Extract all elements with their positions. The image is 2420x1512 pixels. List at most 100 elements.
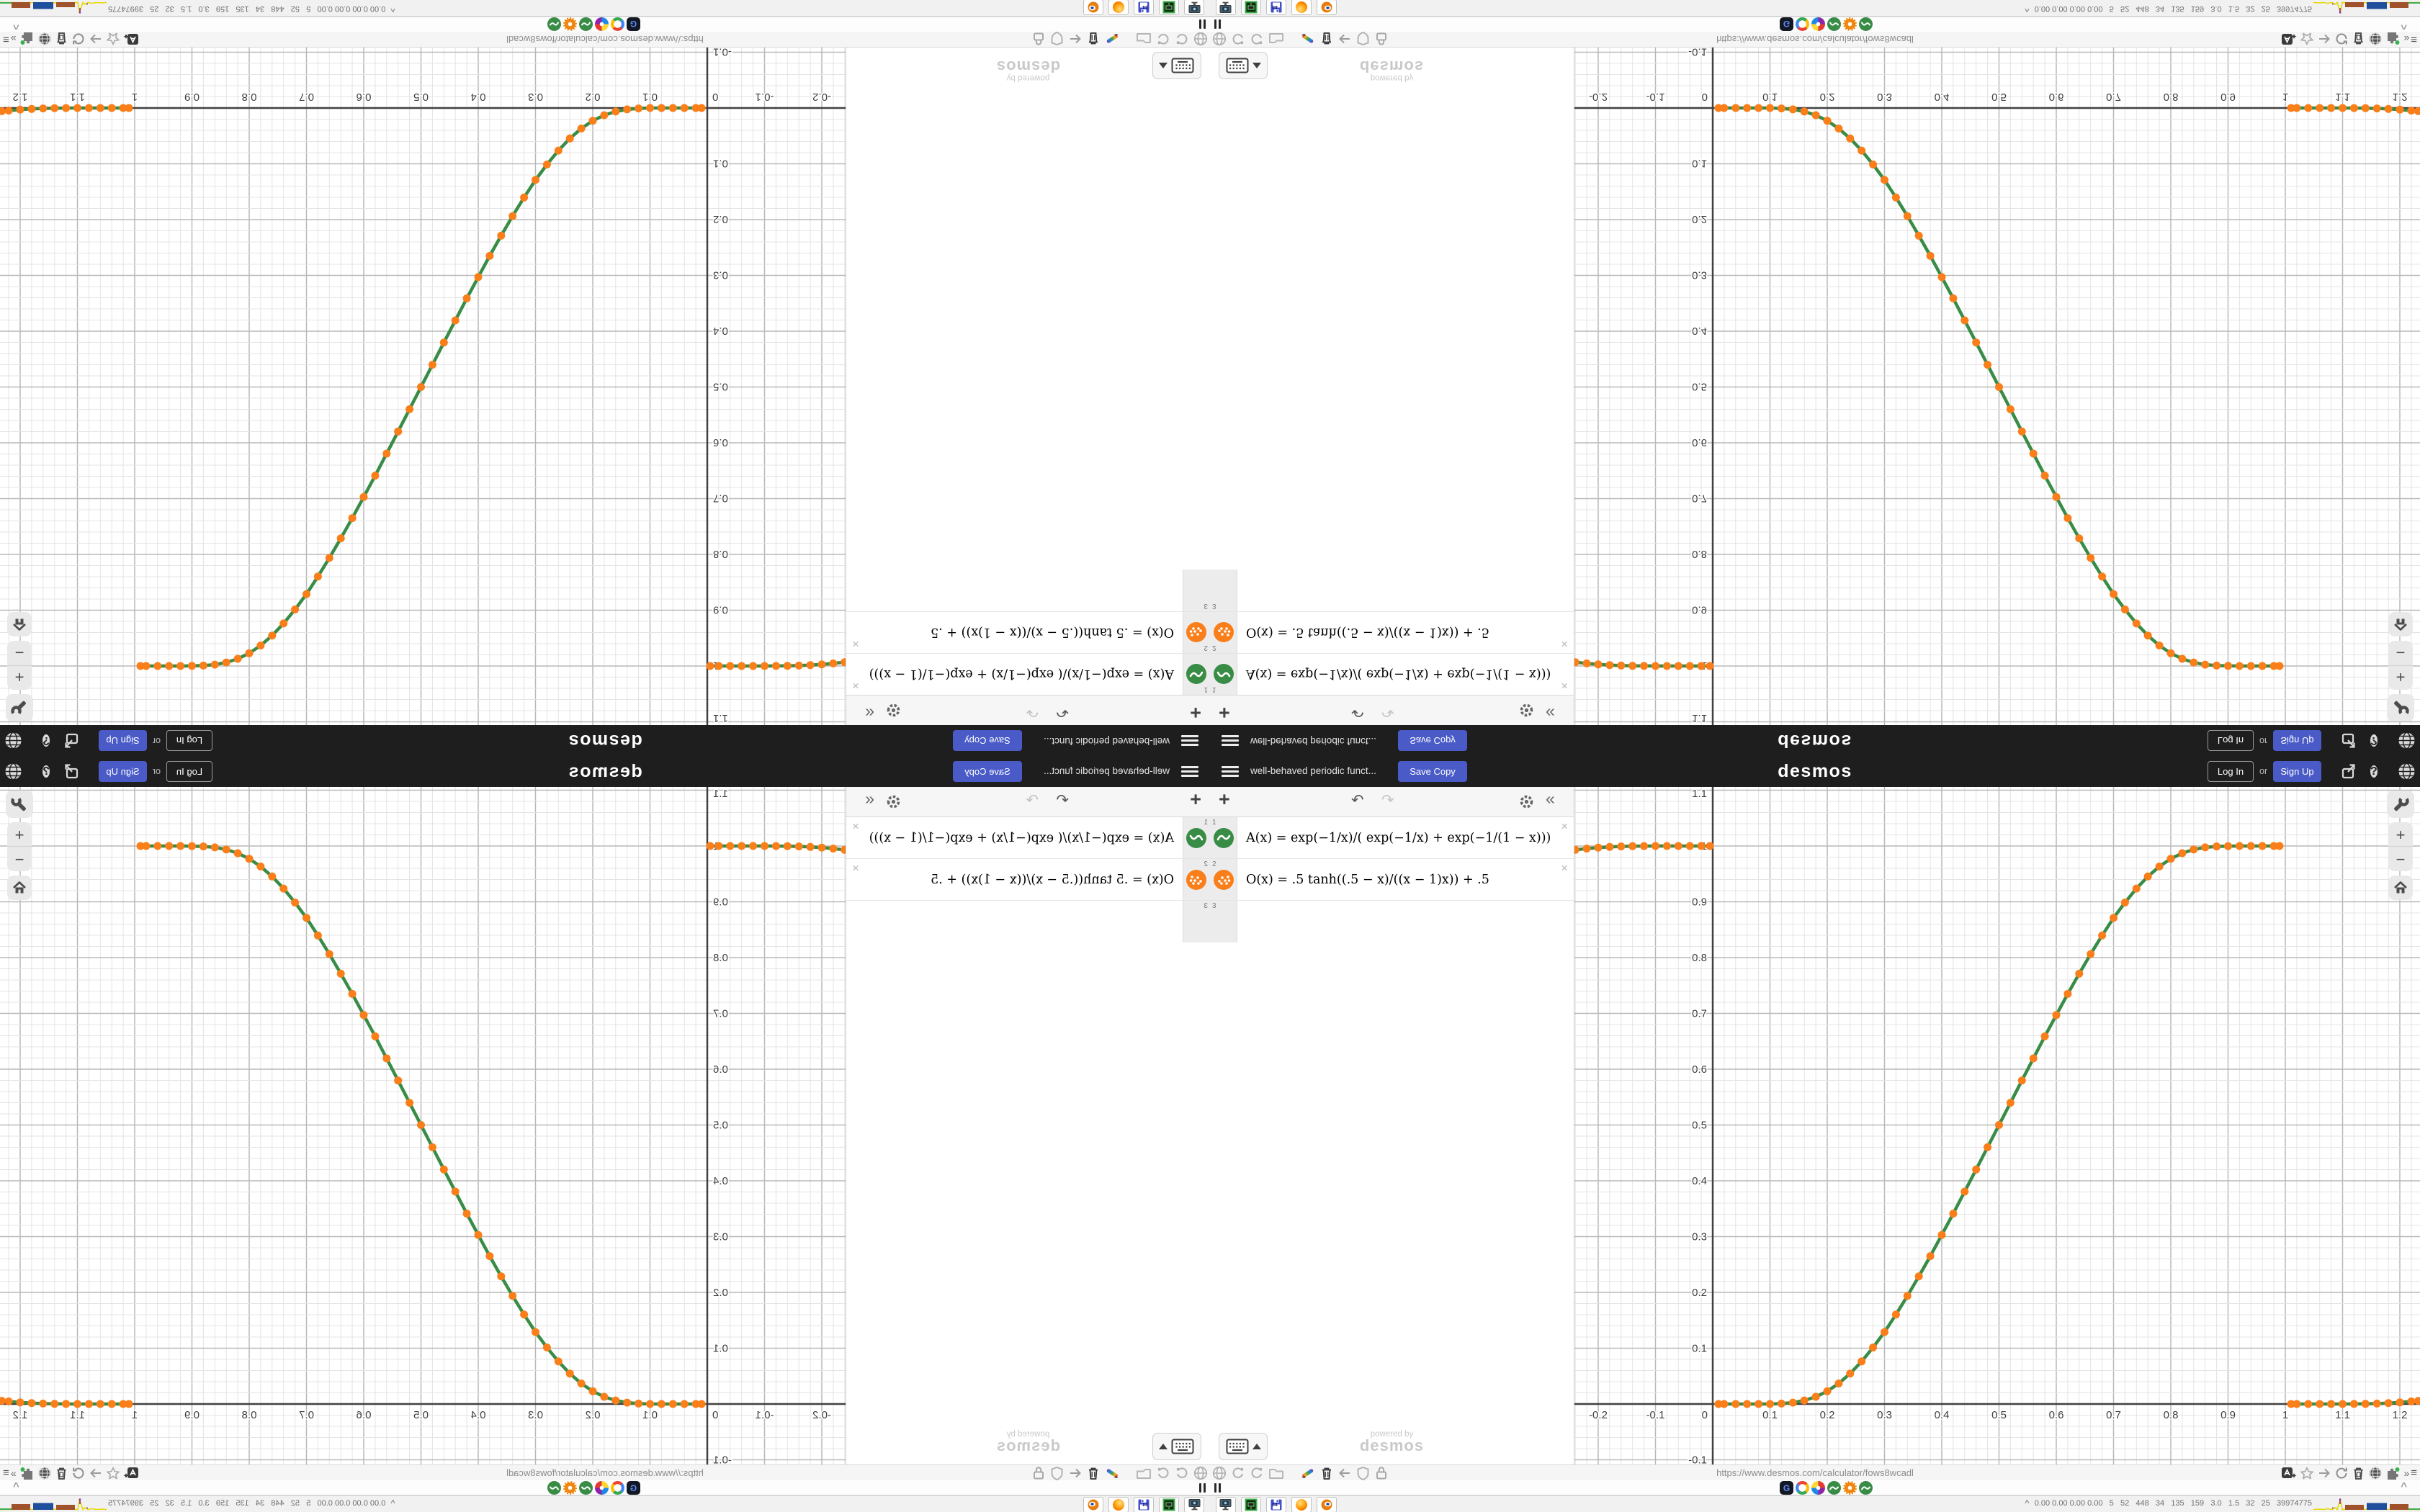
folder-icon[interactable]	[1136, 1466, 1152, 1480]
bookmark-star-icon[interactable]	[106, 32, 120, 47]
zoom-out-button[interactable]: −	[7, 641, 32, 665]
green-curve-style-icon[interactable]	[1214, 664, 1234, 684]
browser-menu-icon[interactable]: ≡	[3, 33, 9, 45]
row-gutter[interactable]: 2	[1210, 612, 1237, 653]
taskbar-app-emulator[interactable]	[1241, 0, 1261, 15]
folder-icon[interactable]	[1268, 32, 1284, 47]
save-copy-button[interactable]: Save Copy	[1398, 761, 1467, 782]
reload-icon[interactable]	[2334, 1466, 2349, 1480]
delete-row-icon[interactable]: ×	[1561, 861, 1568, 875]
signup-button[interactable]: Sign Up	[99, 761, 147, 782]
graph-settings-wrench-icon[interactable]	[6, 694, 33, 721]
graph-settings-wrench-icon[interactable]	[2387, 791, 2414, 818]
dark-globe-icon[interactable]	[2368, 32, 2383, 47]
graph-canvas[interactable]: -0.2 -0.1 0 0.1 0.2 0.3 0.4 0.5 0.6 0.7 0.8 0.9 1 1.1…	[1574, 48, 2420, 725]
trash-session-icon[interactable]	[55, 32, 68, 47]
signup-button[interactable]: Sign Up	[2273, 730, 2321, 751]
tab-favicon-google[interactable]	[611, 1481, 624, 1495]
row-gutter[interactable]: 2	[1183, 859, 1210, 900]
tab-favicon-g-dark[interactable]: G	[1780, 1481, 1793, 1495]
row-gutter[interactable]: 1	[1183, 654, 1210, 695]
url-text[interactable]: https://www.desmos.com/calculator/fows8w…	[506, 1467, 704, 1478]
graph-area[interactable]: -0.2 -0.1 0 0.1 0.2 0.3 0.4 0.5 0.6 0.7 0.8 0.9 1 1.1…	[1574, 48, 2420, 725]
equation-text[interactable]: O(x) = .5 tanh((.5 − x)/((x − 1)x)) + .5	[1246, 872, 1489, 887]
expression-row-3-empty[interactable]: 3	[846, 570, 1210, 611]
pause-bars-icon[interactable]	[1199, 1483, 1206, 1493]
edit-list-gear-icon[interactable]	[1518, 702, 1535, 719]
tab-favicon-desmos[interactable]	[1827, 17, 1841, 31]
tab-favicon-g-dark[interactable]: G	[1780, 17, 1793, 31]
tab-favicon-color-wheel[interactable]	[595, 1481, 609, 1495]
expression-row-1[interactable]: 1 A(x) = exp(−1/x)/( exp(−1/x) + exp(−1/…	[1210, 817, 1574, 859]
add-expression-button[interactable]: +	[1219, 702, 1230, 724]
delete-row-icon[interactable]: ×	[852, 679, 859, 693]
row-gutter[interactable]: 1	[1183, 817, 1210, 858]
tab-scroll-chevron-icon[interactable]: ^	[13, 19, 19, 32]
graph-area[interactable]: -0.2 -0.1 0 0.1 0.2 0.3 0.4 0.5 0.6 0.7 0.8 0.9 1 1.1…	[0, 48, 846, 725]
equation-text[interactable]: A(x) = exp(−1/x)/( exp(−1/x) + exp(−1/(1…	[869, 667, 1174, 682]
taskbar-app-emulator[interactable]	[1159, 0, 1179, 15]
folder-icon[interactable]	[1136, 32, 1152, 47]
delete-row-icon[interactable]: ×	[852, 637, 859, 651]
stats-chevron-icon[interactable]: ^	[2025, 1498, 2030, 1508]
pause-bars-icon[interactable]	[1214, 19, 1221, 29]
trash-icon[interactable]	[1320, 1466, 1333, 1480]
expression-row-2[interactable]: 2 O(x) = .5 tanh((.5 − x)/((x − 1)x)) + …	[846, 859, 1210, 901]
login-button[interactable]: Log In	[2208, 730, 2254, 751]
trash-session-icon[interactable]	[2352, 1466, 2365, 1480]
tab-favicon-google[interactable]	[1796, 17, 1809, 31]
reload-icon[interactable]	[71, 1466, 86, 1480]
translate-icon[interactable]	[2281, 32, 2297, 47]
globe-icon[interactable]	[1193, 1466, 1208, 1480]
taskbar-app-firefox[interactable]	[1291, 0, 1312, 15]
extensions-puzzle-icon[interactable]	[2385, 1466, 2401, 1480]
delete-row-icon[interactable]: ×	[1561, 679, 1568, 693]
share-icon[interactable]	[62, 732, 80, 750]
signup-button[interactable]: Sign Up	[2273, 761, 2321, 782]
collapse-panel-icon[interactable]: «	[1546, 789, 1555, 808]
tab-favicon-color-wheel[interactable]	[595, 17, 609, 31]
reload-icon[interactable]	[1231, 32, 1245, 47]
taskbar-app-emulator[interactable]	[1159, 1497, 1179, 1512]
redo-icon[interactable]: ↷	[1381, 792, 1394, 809]
keyboard-toggle-button[interactable]	[1219, 1433, 1268, 1460]
equation-text[interactable]: A(x) = exp(−1/x)/( exp(−1/x) + exp(−1/(1…	[1246, 667, 1551, 682]
green-curve-style-icon[interactable]	[1186, 664, 1206, 684]
undo-icon[interactable]: ↶	[1351, 703, 1364, 720]
green-curve-style-icon[interactable]	[1186, 828, 1206, 848]
language-globe-icon[interactable]	[2398, 762, 2416, 780]
reload-icon[interactable]	[71, 32, 86, 47]
graph-area[interactable]: -0.2 -0.1 0 0.1 0.2 0.3 0.4 0.5 0.6 0.7 0.8 0.9 1 1.1…	[0, 787, 846, 1464]
color-brush-icon[interactable]	[1299, 1466, 1316, 1480]
tab-favicon-color-wheel[interactable]	[1811, 1481, 1825, 1495]
browser-menu-icon[interactable]: ≡	[2411, 1467, 2417, 1479]
trash-session-icon[interactable]	[55, 1466, 68, 1480]
tab-favicon-desmos[interactable]	[1859, 17, 1873, 31]
language-globe-icon[interactable]	[4, 762, 22, 780]
help-icon[interactable]: ?	[2370, 734, 2378, 747]
tab-favicon-orange-gear[interactable]	[1843, 17, 1857, 31]
stats-chevron-icon[interactable]: ^	[390, 4, 395, 14]
lock-icon[interactable]	[1031, 32, 1046, 47]
reload-icon[interactable]	[2334, 32, 2349, 47]
forward-arrow-icon[interactable]	[89, 1466, 103, 1480]
url-text[interactable]: https://www.desmos.com/calculator/fows8w…	[1716, 34, 1914, 45]
home-view-button[interactable]	[2388, 612, 2413, 636]
tab-favicon-desmos[interactable]	[1859, 1481, 1873, 1495]
back-arrow-icon[interactable]	[1068, 1466, 1083, 1480]
tab-favicon-desmos[interactable]	[579, 17, 593, 31]
back-arrow-icon[interactable]	[1337, 1466, 1352, 1480]
reload-icon[interactable]	[1175, 32, 1189, 47]
add-expression-button[interactable]: +	[1190, 702, 1201, 724]
taskbar-app-system-monitor[interactable]	[1216, 0, 1236, 15]
taskbar-app-blender[interactable]	[1317, 1497, 1337, 1512]
overflow-chevrons-icon[interactable]: »	[12, 1467, 17, 1479]
login-button[interactable]: Log In	[2208, 761, 2254, 782]
help-icon[interactable]: ?	[42, 734, 50, 747]
tab-favicon-google[interactable]	[611, 17, 624, 31]
equation-text[interactable]: A(x) = exp(−1/x)/( exp(−1/x) + exp(−1/(1…	[1246, 830, 1551, 845]
stats-chevron-icon[interactable]: ^	[2025, 4, 2030, 14]
forward-arrow-icon[interactable]	[2317, 1466, 2331, 1480]
lock-icon[interactable]	[1031, 1465, 1046, 1480]
tab-favicon-desmos[interactable]	[547, 1481, 561, 1495]
